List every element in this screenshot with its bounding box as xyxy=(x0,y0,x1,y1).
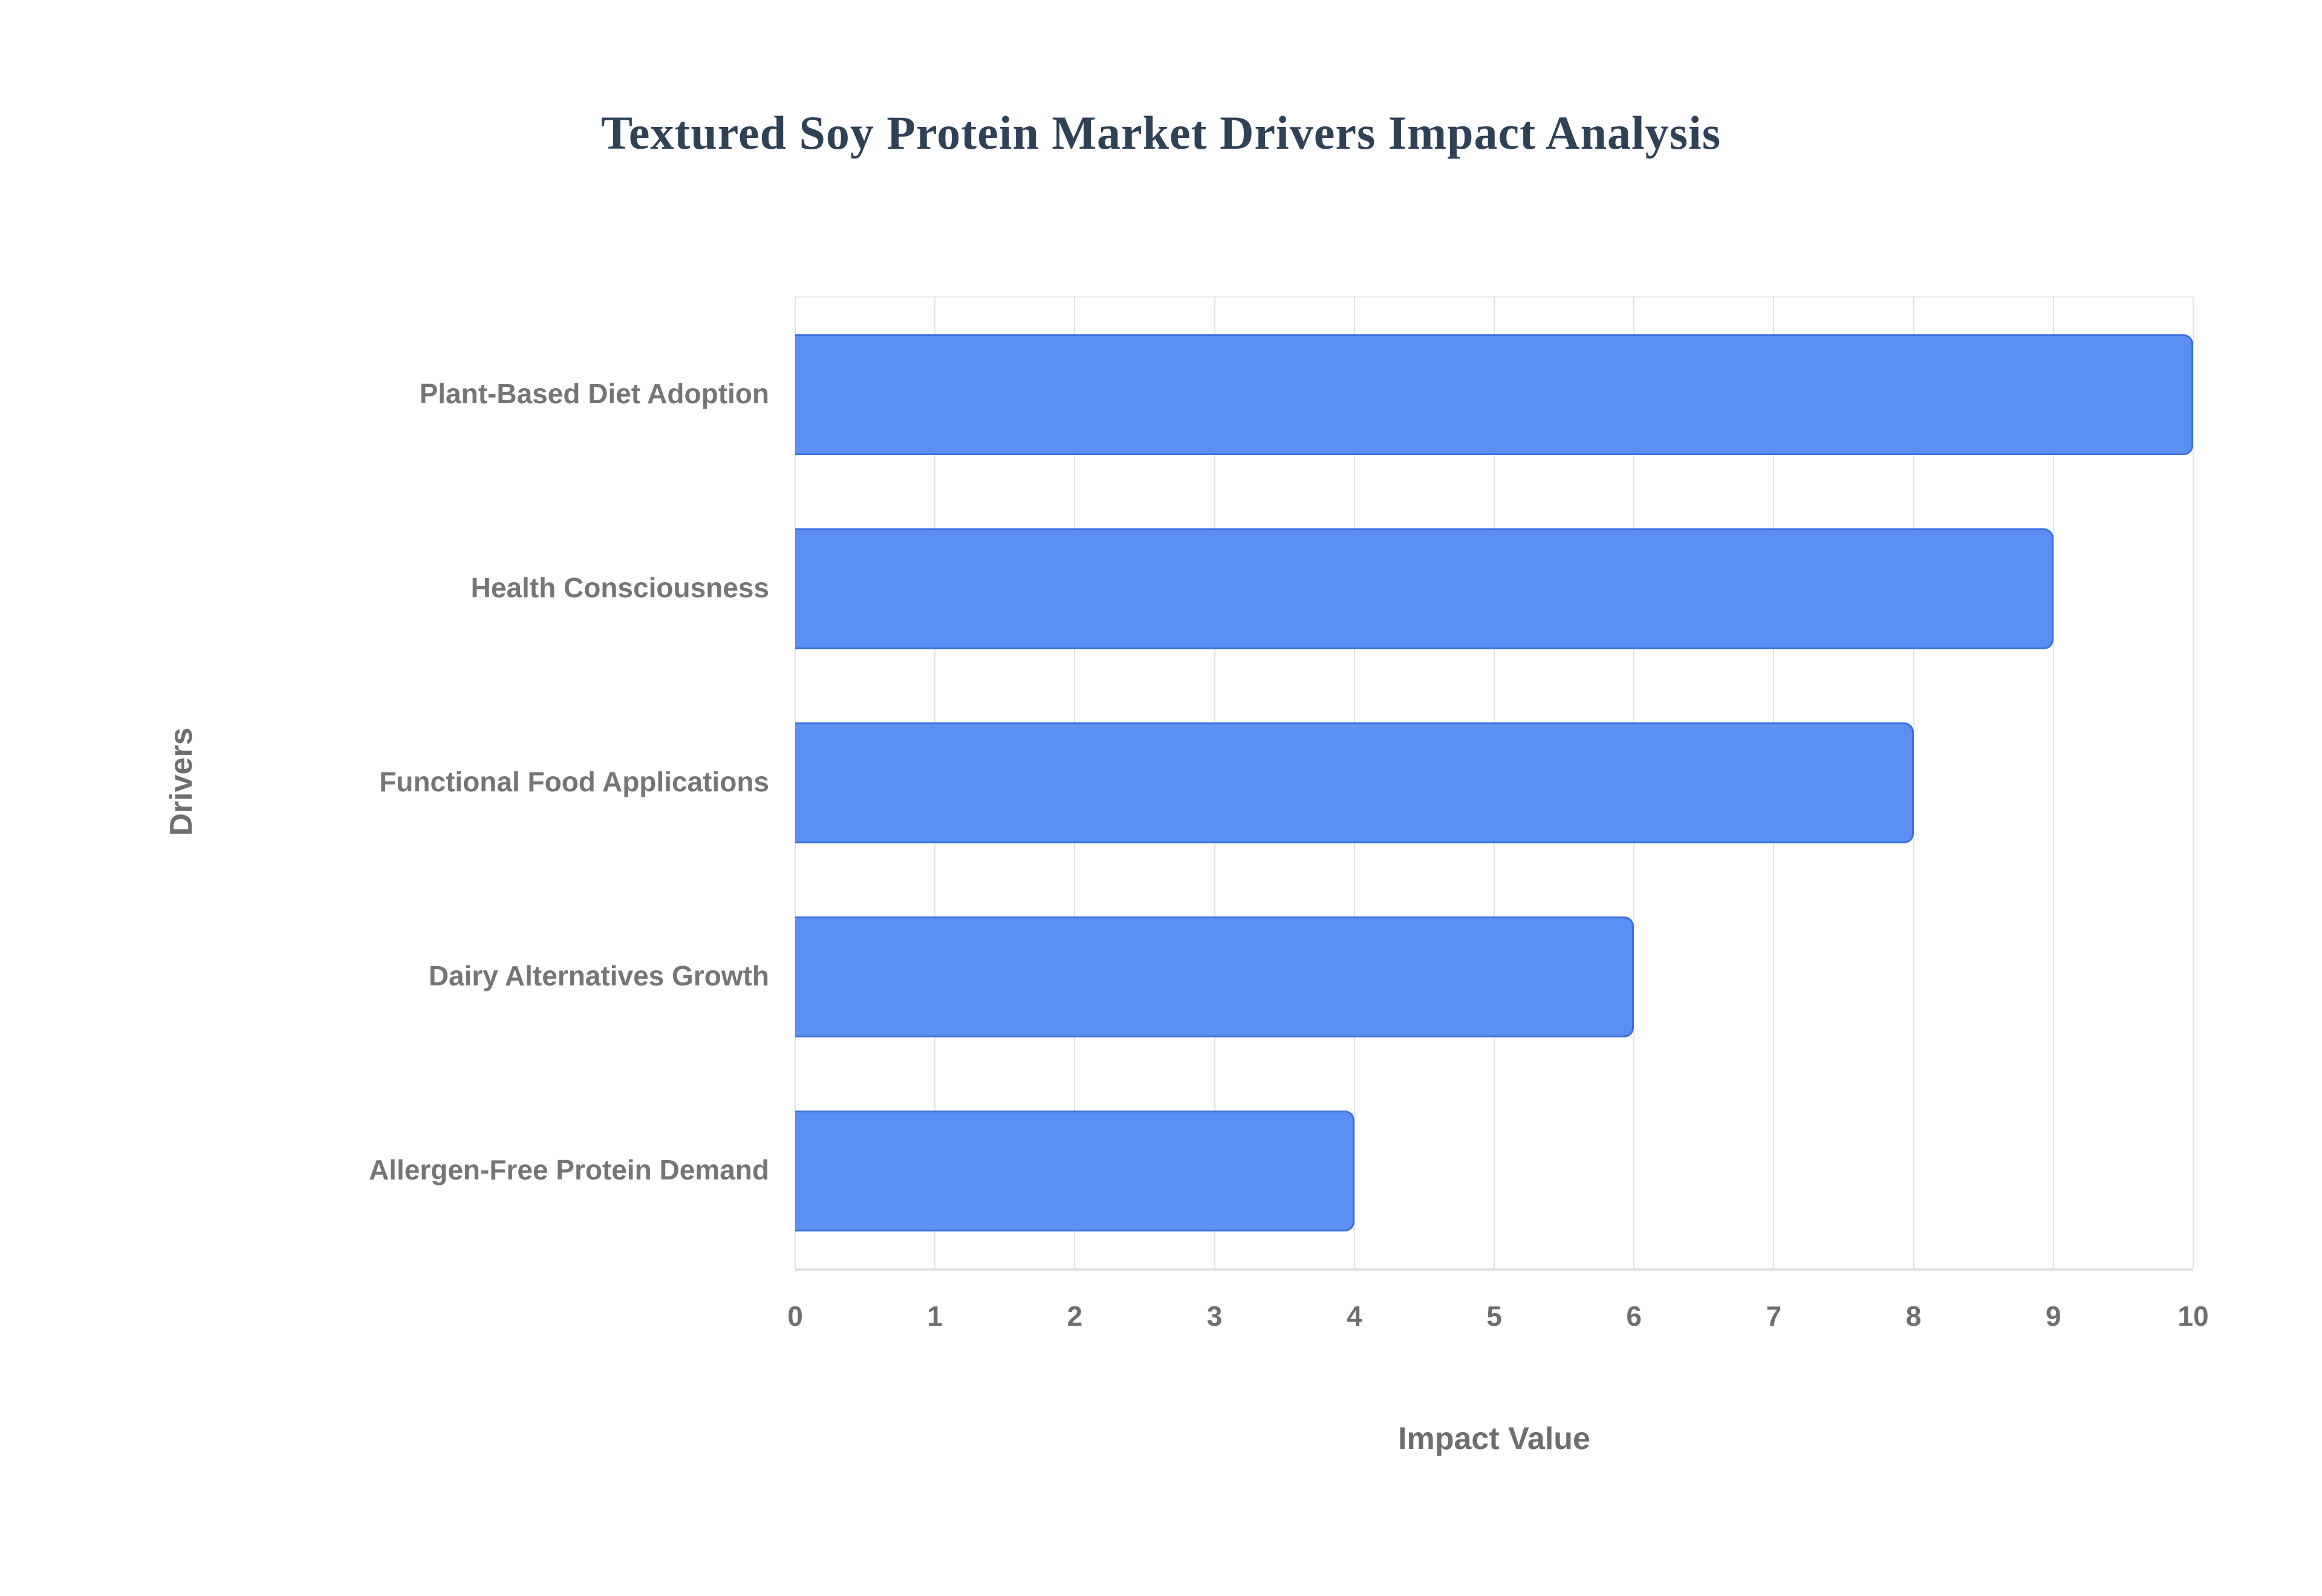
bar-allergen-free-protein-demand[interactable] xyxy=(795,1111,1354,1232)
category-label: Health Consciousness xyxy=(470,571,769,603)
bar-functional-food-applications[interactable] xyxy=(795,722,1914,843)
plot-area xyxy=(795,296,2194,1271)
category-label: Dairy Alternatives Growth xyxy=(428,960,769,992)
x-tick-label: 10 xyxy=(2177,1300,2209,1332)
gridline xyxy=(2193,297,2194,1268)
x-tick-label: 3 xyxy=(1206,1300,1223,1332)
x-tick-label: 2 xyxy=(1067,1300,1083,1332)
bar-dairy-alternatives-growth[interactable] xyxy=(795,916,1634,1038)
y-axis-title: Drivers xyxy=(164,727,199,836)
x-tick-label: 4 xyxy=(1347,1300,1362,1332)
x-tick-label: 6 xyxy=(1626,1300,1642,1332)
x-tick-label: 8 xyxy=(1905,1300,1922,1332)
x-tick-label: 7 xyxy=(1766,1300,1782,1332)
x-tick-label: 9 xyxy=(2046,1300,2061,1332)
gridline xyxy=(1913,297,1914,1268)
x-axis-title: Impact Value xyxy=(1398,1421,1590,1456)
gridline xyxy=(2052,297,2054,1268)
category-label: Allergen-Free Protein Demand xyxy=(368,1154,769,1186)
category-label: Functional Food Applications xyxy=(379,766,769,797)
x-tick-label: 5 xyxy=(1486,1300,1502,1332)
chart-title: Textured Soy Protein Market Drivers Impa… xyxy=(600,106,1722,159)
x-tick-label: 1 xyxy=(927,1300,943,1332)
x-tick-label: 0 xyxy=(787,1300,803,1332)
category-label: Plant-Based Diet Adoption xyxy=(419,377,769,409)
bar-plant-based-diet-adoption[interactable] xyxy=(795,334,2193,455)
bar-health-consciousness[interactable] xyxy=(795,528,2054,649)
